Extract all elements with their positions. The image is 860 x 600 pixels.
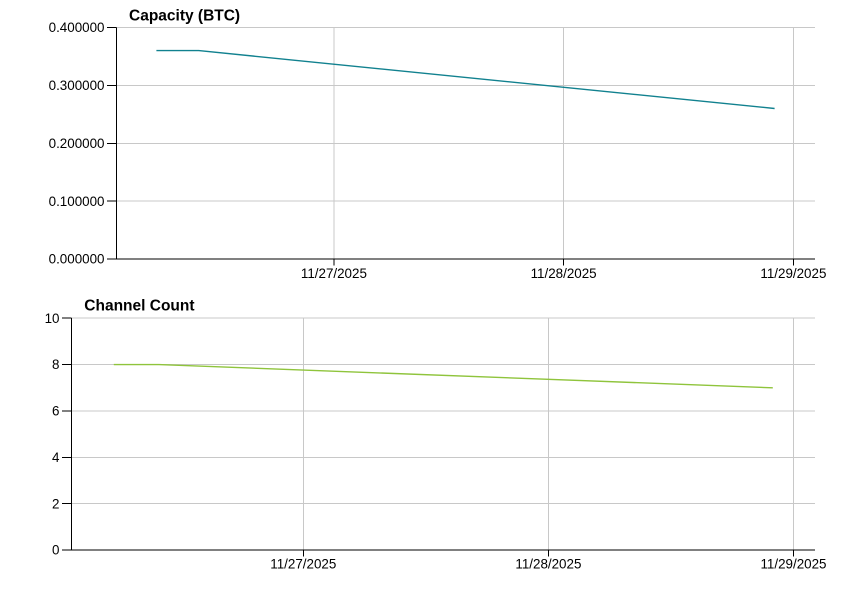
svg-text:Capacity (BTC): Capacity (BTC) (129, 8, 240, 25)
svg-text:6: 6 (52, 404, 59, 419)
svg-text:11/29/2025: 11/29/2025 (760, 266, 826, 281)
svg-text:2: 2 (52, 496, 59, 511)
svg-text:11/27/2025: 11/27/2025 (301, 266, 367, 281)
svg-text:8: 8 (52, 357, 59, 372)
svg-text:0: 0 (52, 543, 59, 558)
svg-text:Channel Count: Channel Count (84, 298, 194, 315)
svg-text:0.300000: 0.300000 (49, 78, 105, 93)
svg-text:0.100000: 0.100000 (49, 194, 105, 209)
svg-text:11/29/2025: 11/29/2025 (760, 557, 826, 572)
svg-text:4: 4 (52, 450, 60, 465)
svg-text:10: 10 (45, 311, 60, 326)
svg-text:0.400000: 0.400000 (49, 20, 105, 35)
svg-text:11/27/2025: 11/27/2025 (270, 557, 336, 572)
svg-text:0.000000: 0.000000 (49, 252, 105, 267)
svg-text:11/28/2025: 11/28/2025 (531, 266, 597, 281)
svg-text:11/28/2025: 11/28/2025 (515, 557, 581, 572)
svg-text:0.200000: 0.200000 (49, 136, 105, 151)
